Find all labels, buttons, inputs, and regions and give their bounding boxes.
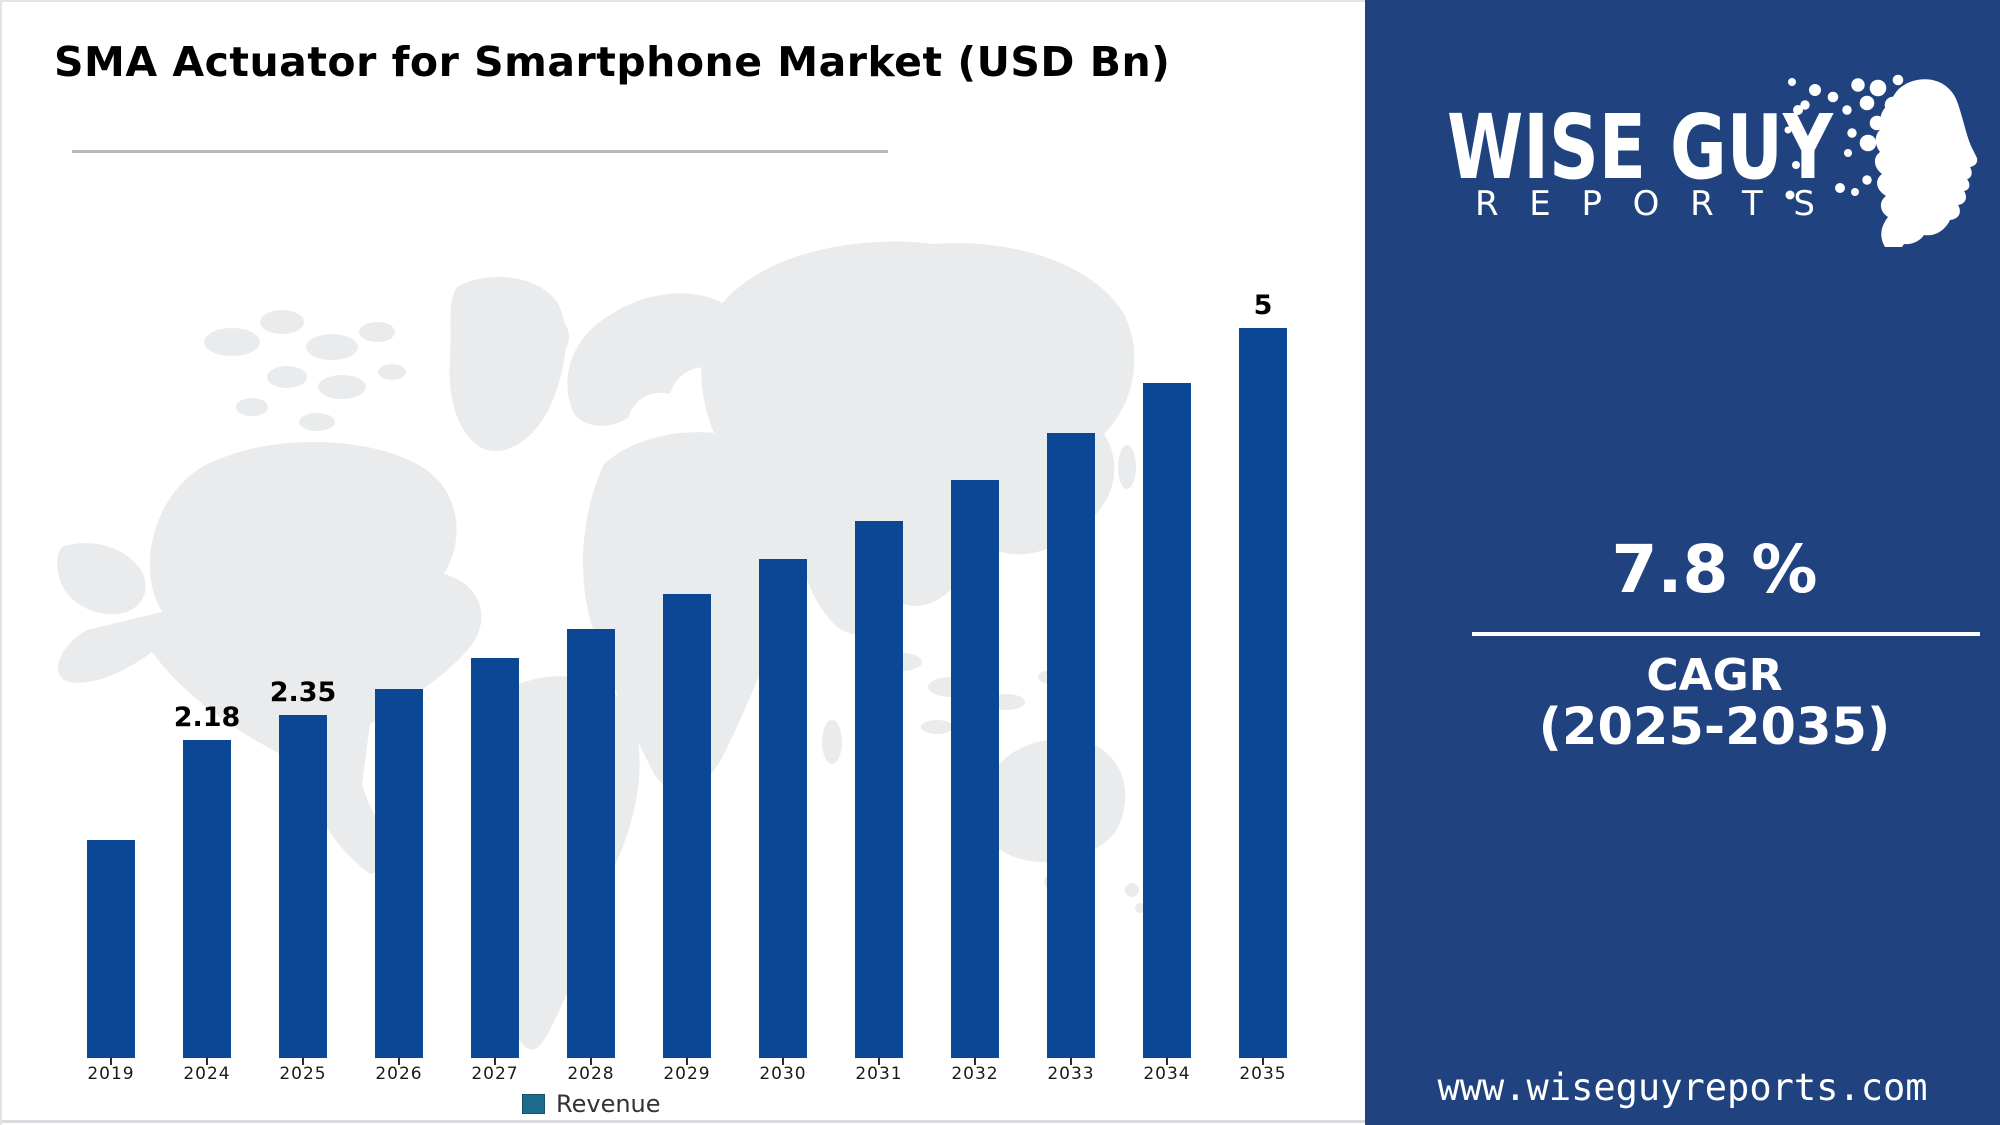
- revenue-legend-swatch: [522, 1094, 545, 1114]
- bar-2031: [855, 521, 903, 1058]
- bar-2025: [279, 715, 327, 1058]
- bar-2030: [759, 559, 807, 1058]
- logo-wordmark: WISE GUY: [1447, 95, 1834, 199]
- cagr-period: (2025-2035): [1538, 698, 1891, 757]
- bar-2029: [663, 594, 711, 1058]
- wise-guy-reports-logo: WISE GUY REPORTS: [1447, 74, 1978, 247]
- x-axis-label-2027: 2027: [471, 1064, 519, 1084]
- title-underline: [72, 150, 888, 153]
- x-axis-tick-2025: [302, 1058, 304, 1065]
- x-axis-label-2035: 2035: [1239, 1064, 1287, 1084]
- x-axis-label-2025: 2025: [279, 1064, 327, 1084]
- x-axis-label-2030: 2030: [759, 1064, 807, 1084]
- x-axis-tick-2030: [782, 1058, 784, 1065]
- dotted-head-icon: [1784, 74, 1978, 247]
- x-axis-label-2034: 2034: [1143, 1064, 1191, 1084]
- x-axis-tick-2033: [1070, 1058, 1072, 1065]
- x-axis-tick-2028: [590, 1058, 592, 1065]
- bar-2032: [951, 480, 999, 1058]
- cagr-label: CAGR: [1646, 650, 1783, 701]
- chart-legend: Revenue: [522, 1090, 661, 1118]
- x-axis-tick-2032: [974, 1058, 976, 1065]
- bar-2024: [183, 740, 231, 1058]
- x-axis-label-2031: 2031: [855, 1064, 903, 1084]
- x-axis-tick-2031: [878, 1058, 880, 1065]
- revenue-legend-label: Revenue: [556, 1090, 661, 1118]
- bar-2028: [567, 629, 615, 1058]
- x-axis-tick-2035: [1262, 1058, 1264, 1065]
- bar-2035: [1239, 328, 1287, 1058]
- bar-2033: [1047, 433, 1095, 1058]
- logo-subtitle: REPORTS: [1475, 184, 1815, 224]
- x-axis-tick-2019: [110, 1058, 112, 1065]
- bar-2019: [87, 840, 135, 1058]
- chart-title: SMA Actuator for Smartphone Market (USD …: [54, 38, 1171, 86]
- x-axis-tick-2029: [686, 1058, 688, 1065]
- bar-2034: [1143, 383, 1191, 1058]
- x-axis-tick-2034: [1166, 1058, 1168, 1065]
- chart-card: SMA Actuator for Smartphone Market (USD …: [0, 0, 1367, 1125]
- card-bottom-border: [2, 1120, 1367, 1123]
- bar-value-label-2035: 5: [1253, 290, 1273, 321]
- brand-panel: WISE GUY REPORTS 7.8 % CAGR (2025-2035) …: [1365, 0, 2000, 1125]
- bar-2026: [375, 689, 423, 1058]
- cagr-value: 7.8 %: [1611, 531, 1818, 608]
- cagr-divider-line: [1472, 632, 1980, 636]
- bar-value-label-2025: 2.35: [269, 677, 337, 708]
- x-axis-tick-2026: [398, 1058, 400, 1065]
- website-url: www.wiseguyreports.com: [1437, 1066, 1928, 1109]
- x-axis-label-2026: 2026: [375, 1064, 423, 1084]
- x-axis-label-2024: 2024: [183, 1064, 231, 1084]
- x-axis-tick-2027: [494, 1058, 496, 1065]
- x-axis-label-2032: 2032: [951, 1064, 999, 1084]
- bar-2027: [471, 658, 519, 1058]
- x-axis-label-2028: 2028: [567, 1064, 615, 1084]
- x-axis-label-2033: 2033: [1047, 1064, 1095, 1084]
- x-axis-label-2019: 2019: [87, 1064, 135, 1084]
- bar-value-label-2024: 2.18: [173, 702, 241, 733]
- x-axis-label-2029: 2029: [663, 1064, 711, 1084]
- x-axis-tick-2024: [206, 1058, 208, 1065]
